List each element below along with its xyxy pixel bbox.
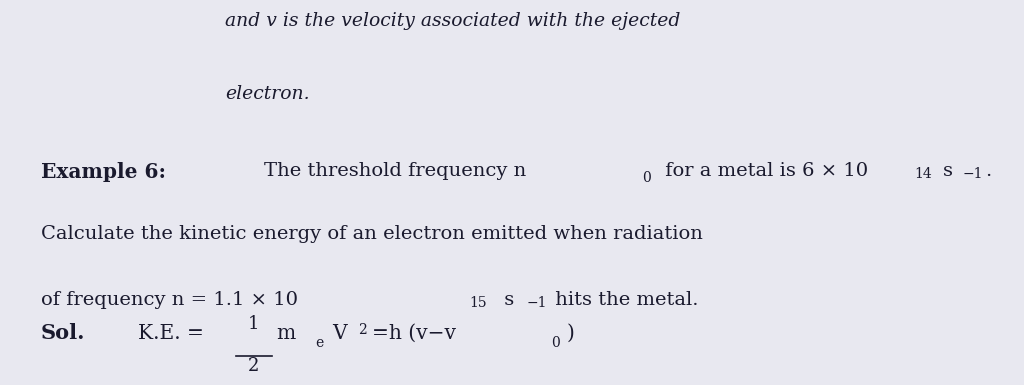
Text: V: V [332, 324, 346, 343]
Text: electron.: electron. [225, 85, 310, 103]
Text: 2: 2 [358, 323, 368, 337]
Text: 0: 0 [642, 171, 651, 185]
Text: .: . [985, 162, 991, 180]
Text: =h (v−v: =h (v−v [372, 324, 456, 343]
Text: The threshold frequency n: The threshold frequency n [264, 162, 526, 180]
Text: s: s [943, 162, 953, 180]
Text: 2: 2 [248, 357, 260, 375]
Text: ): ) [566, 324, 574, 343]
Text: K.E. =: K.E. = [138, 324, 204, 343]
Text: 1: 1 [248, 315, 260, 333]
Text: hits the metal.: hits the metal. [549, 291, 698, 309]
Text: Calculate the kinetic energy of an electron emitted when radiation: Calculate the kinetic energy of an elect… [41, 225, 702, 243]
Text: of frequency n = 1.1 × 10: of frequency n = 1.1 × 10 [41, 291, 298, 309]
Text: −1: −1 [526, 296, 547, 310]
Text: e: e [315, 336, 324, 350]
Text: 0: 0 [551, 336, 560, 350]
Text: m: m [276, 324, 296, 343]
Text: and v is the velocity associated with the ejected: and v is the velocity associated with th… [225, 12, 681, 30]
Text: Sol.: Sol. [41, 323, 85, 343]
Text: for a metal is 6 × 10: for a metal is 6 × 10 [659, 162, 868, 180]
Text: 14: 14 [914, 167, 932, 181]
Text: Example 6:: Example 6: [41, 162, 166, 182]
Text: −1: −1 [963, 167, 983, 181]
Text: s: s [498, 291, 514, 309]
Text: 15: 15 [469, 296, 486, 310]
